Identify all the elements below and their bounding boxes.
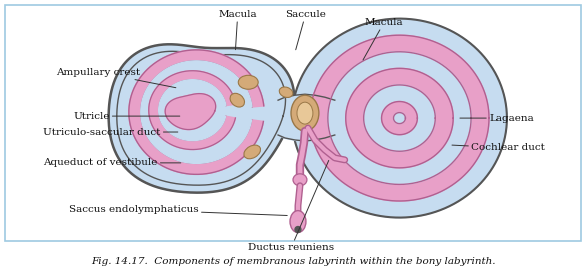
FancyBboxPatch shape [5, 5, 581, 241]
Polygon shape [165, 94, 215, 130]
Polygon shape [328, 52, 471, 185]
Polygon shape [310, 35, 489, 201]
Ellipse shape [230, 93, 245, 107]
Text: Utricle: Utricle [73, 112, 180, 121]
Polygon shape [129, 50, 264, 174]
Polygon shape [382, 102, 417, 135]
Circle shape [295, 227, 301, 233]
Text: Ductus reuniens: Ductus reuniens [248, 161, 335, 252]
Polygon shape [292, 19, 507, 218]
Polygon shape [109, 44, 294, 193]
Ellipse shape [238, 75, 258, 89]
Polygon shape [149, 71, 236, 150]
Polygon shape [346, 68, 453, 168]
Ellipse shape [291, 95, 319, 131]
Text: Macula: Macula [218, 10, 257, 50]
Ellipse shape [279, 87, 293, 97]
Ellipse shape [293, 174, 307, 186]
Text: Macula: Macula [363, 18, 403, 60]
Polygon shape [158, 80, 226, 141]
Text: Ampullary crest: Ampullary crest [56, 68, 176, 88]
Ellipse shape [297, 102, 313, 124]
Polygon shape [141, 61, 252, 163]
Ellipse shape [290, 211, 306, 233]
Polygon shape [363, 85, 436, 151]
Text: Aqueduct of vestibule: Aqueduct of vestibule [43, 158, 181, 167]
Text: Cochlear duct: Cochlear duct [452, 143, 545, 152]
Text: Saccule: Saccule [285, 10, 326, 50]
Text: Utriculo-saccular duct: Utriculo-saccular duct [43, 127, 178, 136]
Ellipse shape [244, 145, 261, 159]
Text: Lagaena: Lagaena [460, 114, 534, 123]
Text: Fig. 14.17.  Components of membranous labyrinth within the bony labyrinth.: Fig. 14.17. Components of membranous lab… [91, 257, 495, 266]
Text: Saccus endolymphaticus: Saccus endolymphaticus [69, 205, 287, 215]
Polygon shape [393, 112, 406, 124]
